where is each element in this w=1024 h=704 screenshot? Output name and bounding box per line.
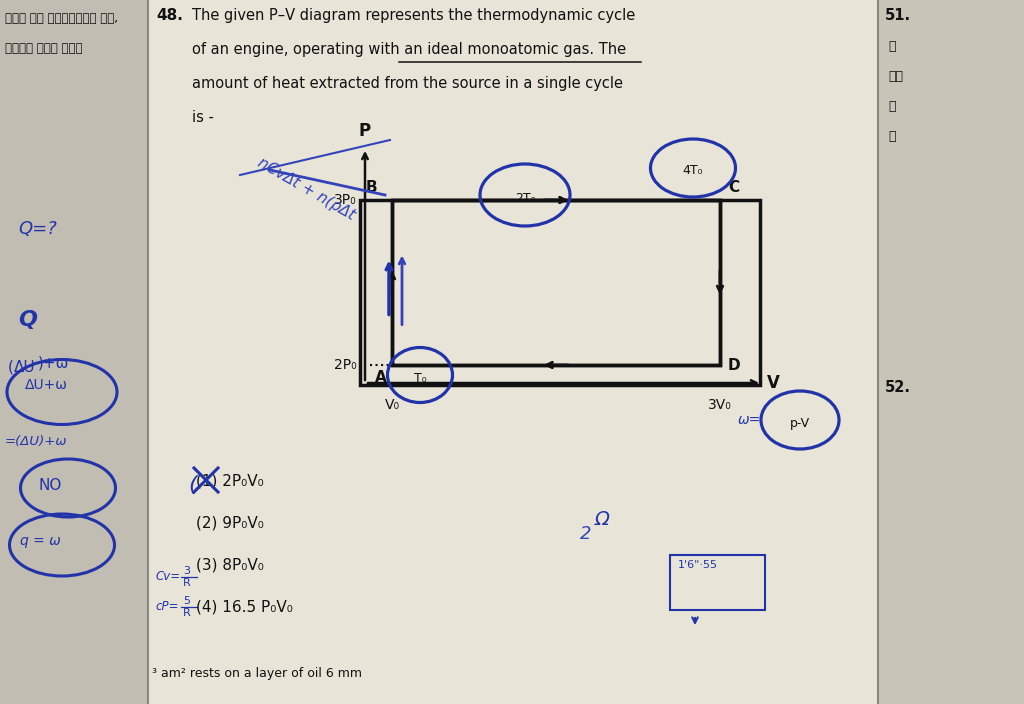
Text: ΔU: ΔU [14,360,36,375]
Text: ΔU+ω: ΔU+ω [25,378,68,392]
Text: 52.: 52. [885,380,911,395]
Text: amount of heat extracted from the source in a single cycle: amount of heat extracted from the source… [193,76,623,91]
Text: The given P–V diagram represents the thermodynamic cycle: The given P–V diagram represents the the… [193,8,635,23]
Text: P: P [359,122,371,140]
Text: 3: 3 [183,566,190,576]
Bar [392,200,720,365]
Bar [148,0,878,704]
Text: Q: Q [18,310,37,330]
Text: 4T₀: 4T₀ [683,165,703,177]
Text: NO: NO [38,478,61,493]
Text: B: B [366,180,377,195]
Text: (3) 8P₀V₀: (3) 8P₀V₀ [196,557,264,572]
Text: (: ( [8,360,14,375]
Text: (2) 9P₀V₀: (2) 9P₀V₀ [196,515,264,530]
Bar [670,555,765,610]
Text: Cv=: Cv= [155,570,180,583]
Text: nCvΔt + n(ρΔt: nCvΔt + n(ρΔt [255,155,357,223]
Text: A: A [375,370,387,385]
Text: 3P₀: 3P₀ [335,193,357,207]
Text: R: R [183,578,190,588]
Text: क: क [888,100,896,113]
Text: is -: is - [193,110,214,125]
Text: अ: अ [888,130,896,143]
Text: ω=: ω= [738,413,761,427]
Text: V₀: V₀ [384,398,399,412]
Text: p-V: p-V [790,417,810,429]
Text: 2T₀: 2T₀ [515,191,536,204]
Text: of an engine, operating with an ideal monoatomic gas. The: of an engine, operating with an ideal mo… [193,42,626,57]
Text: 51.: 51. [885,8,911,23]
Text: (: ( [188,475,197,495]
Bar [392,200,720,365]
Text: 48.: 48. [156,8,183,23]
Text: करता है। एकल: करता है। एकल [5,42,83,55]
Text: Ω: Ω [595,510,610,529]
Text: 5: 5 [183,596,190,606]
Text: q = ω: q = ω [20,534,60,548]
Text: (1) 2P₀V₀: (1) 2P₀V₀ [196,473,264,488]
Text: )+ω: )+ω [38,355,70,370]
Text: D: D [728,358,740,372]
Bar [360,200,760,385]
Text: 2: 2 [580,525,592,543]
Text: Q=?: Q=? [18,220,56,238]
Text: क्र को दर्शाता है,: क्र को दर्शाता है, [5,12,118,25]
Bar [0,0,148,704]
Text: cP=: cP= [155,600,178,613]
Text: V: V [767,374,780,392]
Text: सा: सा [888,70,903,83]
Text: C: C [728,180,739,195]
Text: 3V₀: 3V₀ [709,398,732,412]
Text: =(ΔU)+ω: =(ΔU)+ω [5,435,68,448]
Bar [878,0,1024,704]
Text: T₀: T₀ [414,372,426,384]
Text: 1'6"·55: 1'6"·55 [678,560,718,570]
Text: R: R [183,608,190,618]
Text: क: क [888,40,896,53]
Text: ³ am² rests on a layer of oil 6 mm: ³ am² rests on a layer of oil 6 mm [152,667,362,680]
Text: (4) 16.5 P₀V₀: (4) 16.5 P₀V₀ [196,599,293,614]
Text: 2P₀: 2P₀ [335,358,357,372]
